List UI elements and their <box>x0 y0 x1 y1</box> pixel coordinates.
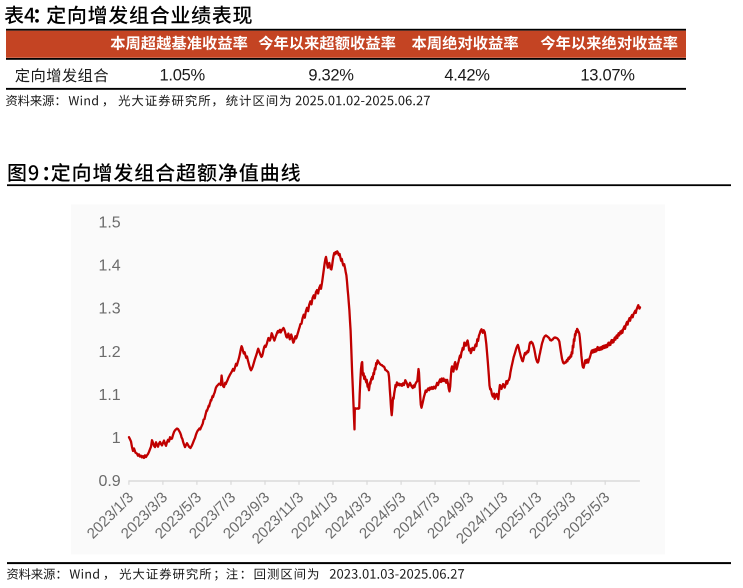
svg-text:1.5: 1.5 <box>98 214 120 231</box>
svg-text:0.9: 0.9 <box>98 473 120 490</box>
svg-text:13.07%: 13.07% <box>580 67 635 85</box>
svg-text:9.32%: 9.32% <box>308 67 354 85</box>
svg-text:1.1: 1.1 <box>98 387 120 404</box>
svg-text:1.4: 1.4 <box>98 258 120 275</box>
svg-text:1: 1 <box>112 430 121 447</box>
svg-text:1.05%: 1.05% <box>160 67 206 85</box>
svg-text:1.2: 1.2 <box>98 344 120 361</box>
svg-text:4.42%: 4.42% <box>444 67 490 85</box>
svg-text:1.3: 1.3 <box>98 301 120 318</box>
